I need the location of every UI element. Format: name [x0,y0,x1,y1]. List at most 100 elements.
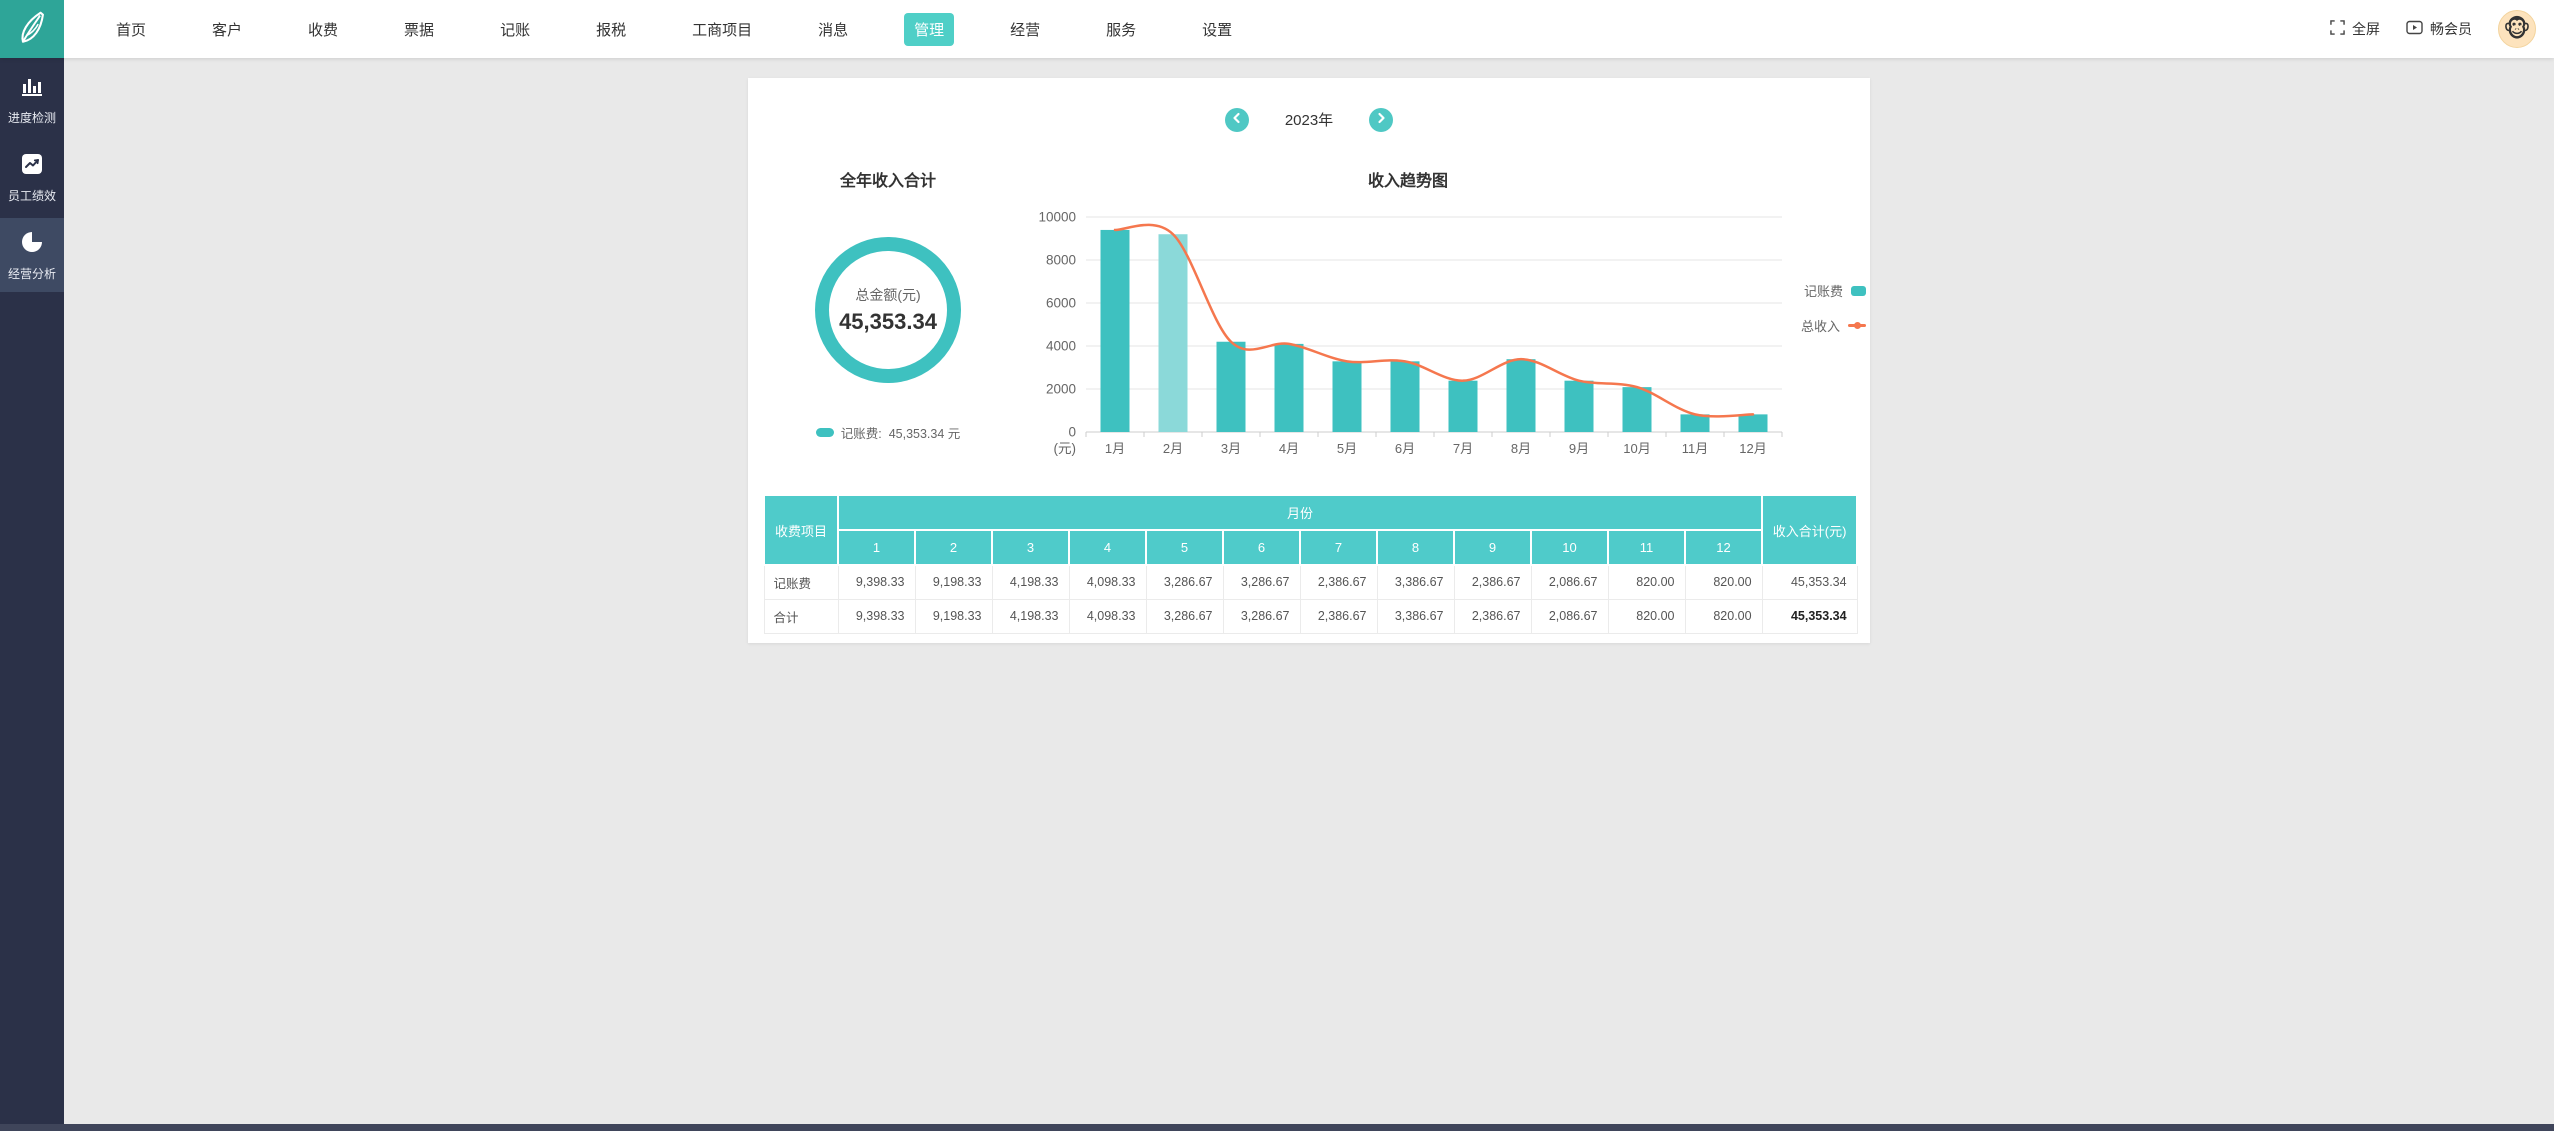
bar-series-marker-icon [1851,285,1866,296]
nav-item-bookkeeping[interactable]: 记账 [500,21,531,39]
legend-item-bookkeeping-fee[interactable]: 记账费 [1801,281,1866,300]
month-col-header: 9 [1453,529,1532,566]
trend-chart-legend: 记账费 总收入 [1801,281,1866,335]
sidebar-item-label: 经营分析 [7,267,56,281]
month-col-header: 2 [914,529,993,566]
month-col-header: 8 [1376,529,1455,566]
fullscreen-icon [2330,20,2345,38]
row-label: 合计 [763,598,839,634]
col-group-header-month: 月份 [836,494,1764,531]
svg-text:10月: 10月 [1623,441,1650,456]
month-col-header: 7 [1299,529,1378,566]
sidebar-item-business-analysis[interactable]: 经营分析 [0,218,64,292]
app-logo[interactable] [0,0,64,58]
svg-text:3月: 3月 [1221,441,1241,456]
svg-text:7月: 7月 [1453,441,1473,456]
table-row-bookkeeping-fee: 记账费 9,398.33 9,198.33 4,198.33 4,098.33 … [763,564,1858,600]
total-amount-donut: 总金额(元) 45,353.34 [815,237,961,383]
nav-item-settings[interactable]: 设置 [1202,21,1233,39]
trend-chart-title: 收入趋势图 [1367,173,1448,190]
col-header-fee-item: 收费项目 [763,494,839,566]
user-avatar[interactable]: 🐵 [2498,10,2536,48]
cell-value: 2,386.67 [1453,564,1532,600]
next-year-button[interactable] [1369,107,1394,132]
svg-text:8000: 8000 [1046,253,1076,268]
cell-value: 4,098.33 [1068,598,1147,634]
main-nav: 首页 客户 收费 票据 记账 报税 工商项目 消息 管理 经营 服务 设置 [106,12,1242,46]
cell-value: 3,286.67 [1222,564,1301,600]
svg-text:12月: 12月 [1739,441,1766,456]
annual-income-title: 全年收入合计 [839,173,936,190]
month-col-header: 6 [1222,529,1301,566]
legend-item-total-income[interactable]: 总收入 [1801,316,1866,335]
donut-legend-item[interactable]: 记账费: 45,353.34 元 [815,423,960,442]
cell-value: 2,086.67 [1530,564,1609,600]
member-button[interactable]: 畅会员 [2406,19,2472,39]
donut-center-value: 45,353.34 [839,309,937,334]
nav-item-tax[interactable]: 报税 [596,21,627,39]
svg-text:10000: 10000 [1038,210,1076,225]
chevron-right-icon [1375,112,1387,127]
svg-text:11月: 11月 [1682,441,1709,456]
sidebar-item-label: 员工绩效 [7,189,56,203]
col-header-income-total: 收入合计(元) [1761,494,1859,566]
feather-logo-icon [13,8,51,51]
prev-year-button[interactable] [1224,107,1249,132]
sidebar-item-label: 进度检测 [7,111,56,125]
month-col-header: 5 [1145,529,1224,566]
svg-text:5月: 5月 [1337,441,1357,456]
month-col-header: 1 [837,529,916,566]
row-label: 记账费 [763,564,839,600]
legend-pill-icon [815,428,834,437]
legend-bar-label: 记账费 [1803,284,1843,299]
svg-text:1月: 1月 [1105,441,1125,456]
nav-item-business-projects[interactable]: 工商项目 [692,21,753,39]
analysis-card: 2023年 全年收入合计 总金额(元) 45,353.34 记账费: 45,35… [748,78,1870,643]
income-table: 收费项目 月份 收入合计(元) 1 2 3 4 5 6 7 8 9 [763,494,1859,634]
sidebar-item-employee-performance[interactable]: 员工绩效 [0,140,64,214]
cell-value: 2,386.67 [1453,598,1532,634]
video-play-icon [2406,20,2423,38]
charts-row: 全年收入合计 总金额(元) 45,353.34 记账费: 45,353.34 元… [748,153,1870,494]
nav-item-services[interactable]: 服务 [1106,21,1137,39]
fullscreen-button[interactable]: 全屏 [2330,19,2380,39]
svg-text:2月: 2月 [1163,441,1183,456]
nav-item-messages[interactable]: 消息 [818,21,849,39]
annual-income-panel: 全年收入合计 总金额(元) 45,353.34 记账费: 45,353.34 元 [748,153,1028,494]
nav-item-management[interactable]: 管理 [904,12,955,46]
svg-text:2000: 2000 [1046,382,1076,397]
cell-value: 4,098.33 [1068,564,1147,600]
svg-text:0: 0 [1068,425,1076,440]
income-trend-panel: 收入趋势图 0 2000 4000 6000 8000 10000 (元) 1月 2月 3月 4月 5… [1028,153,1870,494]
nav-item-home[interactable]: 首页 [116,21,147,39]
svg-text:8月: 8月 [1511,441,1531,456]
cell-value: 4,198.33 [991,598,1070,634]
year-label: 2023年 [1284,112,1334,129]
cell-value: 3,286.67 [1145,564,1224,600]
cell-value: 4,198.33 [991,564,1070,600]
cell-grand-total: 45,353.34 [1761,598,1858,634]
pie-chart-icon [19,230,45,259]
svg-text:(元): (元) [1054,441,1077,456]
cell-value: 9,398.33 [837,598,916,634]
nav-item-invoices[interactable]: 票据 [404,21,435,39]
month-col-header: 12 [1683,529,1764,566]
line-chart-icon [19,152,45,181]
nav-item-fees[interactable]: 收费 [308,21,339,39]
cell-value: 3,286.67 [1145,598,1224,634]
topbar: 首页 客户 收费 票据 记账 报税 工商项目 消息 管理 经营 服务 设置 全屏 [0,0,2554,58]
cell-value: 820.00 [1684,598,1763,634]
income-table-wrap: 收费项目 月份 收入合计(元) 1 2 3 4 5 6 7 8 9 [748,494,1870,634]
table-row-total: 合计 9,398.33 9,198.33 4,198.33 4,098.33 3… [763,598,1858,634]
horizontal-scrollbar[interactable] [0,1124,2554,1131]
year-selector: 2023年 [748,78,1870,153]
sidebar-item-progress-check[interactable]: 进度检测 [0,62,64,136]
nav-item-operations[interactable]: 经营 [1010,21,1041,39]
cell-value: 2,386.67 [1299,598,1378,634]
trend-chart-svg: 0 2000 4000 6000 8000 10000 (元) 1月 2月 3月 4月 5月 6月 7月 8… [1038,210,1783,456]
cell-value: 820.00 [1684,564,1763,600]
topbar-right: 全屏 畅会员 🐵 [2330,10,2554,48]
nav-item-customers[interactable]: 客户 [212,21,243,39]
cell-value: 820.00 [1607,598,1686,634]
cell-value: 3,386.67 [1376,598,1455,634]
